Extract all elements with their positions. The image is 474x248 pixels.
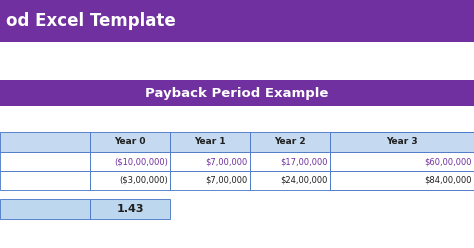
Text: od Excel Template: od Excel Template — [6, 12, 176, 30]
Text: $60,00,000: $60,00,000 — [425, 157, 472, 166]
Text: Year 0: Year 0 — [114, 137, 146, 147]
Bar — [0, 80, 474, 106]
Text: $17,00,000: $17,00,000 — [281, 157, 328, 166]
Bar — [0, 171, 90, 190]
Text: $7,00,000: $7,00,000 — [206, 176, 248, 185]
Bar — [250, 132, 330, 152]
Bar — [0, 0, 474, 42]
Bar — [0, 199, 90, 219]
Bar — [250, 171, 330, 190]
Bar — [330, 132, 474, 152]
Bar — [90, 171, 170, 190]
Text: $24,00,000: $24,00,000 — [281, 176, 328, 185]
Bar — [90, 199, 170, 219]
Text: ($3,00,000): ($3,00,000) — [119, 176, 168, 185]
Bar — [0, 132, 90, 152]
Text: $84,00,000: $84,00,000 — [425, 176, 472, 185]
Bar — [330, 152, 474, 171]
Bar — [170, 171, 250, 190]
Bar — [250, 152, 330, 171]
Text: 1.43: 1.43 — [116, 204, 144, 214]
Bar — [90, 152, 170, 171]
Text: $7,00,000: $7,00,000 — [206, 157, 248, 166]
Text: Year 3: Year 3 — [386, 137, 418, 147]
Bar — [0, 152, 90, 171]
Text: ($10,00,000): ($10,00,000) — [114, 157, 168, 166]
Bar — [90, 132, 170, 152]
Text: Year 1: Year 1 — [194, 137, 226, 147]
Bar — [330, 132, 474, 152]
Text: Payback Period Example: Payback Period Example — [146, 87, 328, 99]
Text: Year 2: Year 2 — [274, 137, 306, 147]
Bar — [330, 171, 474, 190]
Bar — [330, 152, 474, 171]
Bar — [170, 132, 250, 152]
Bar — [170, 152, 250, 171]
Bar — [330, 171, 474, 190]
